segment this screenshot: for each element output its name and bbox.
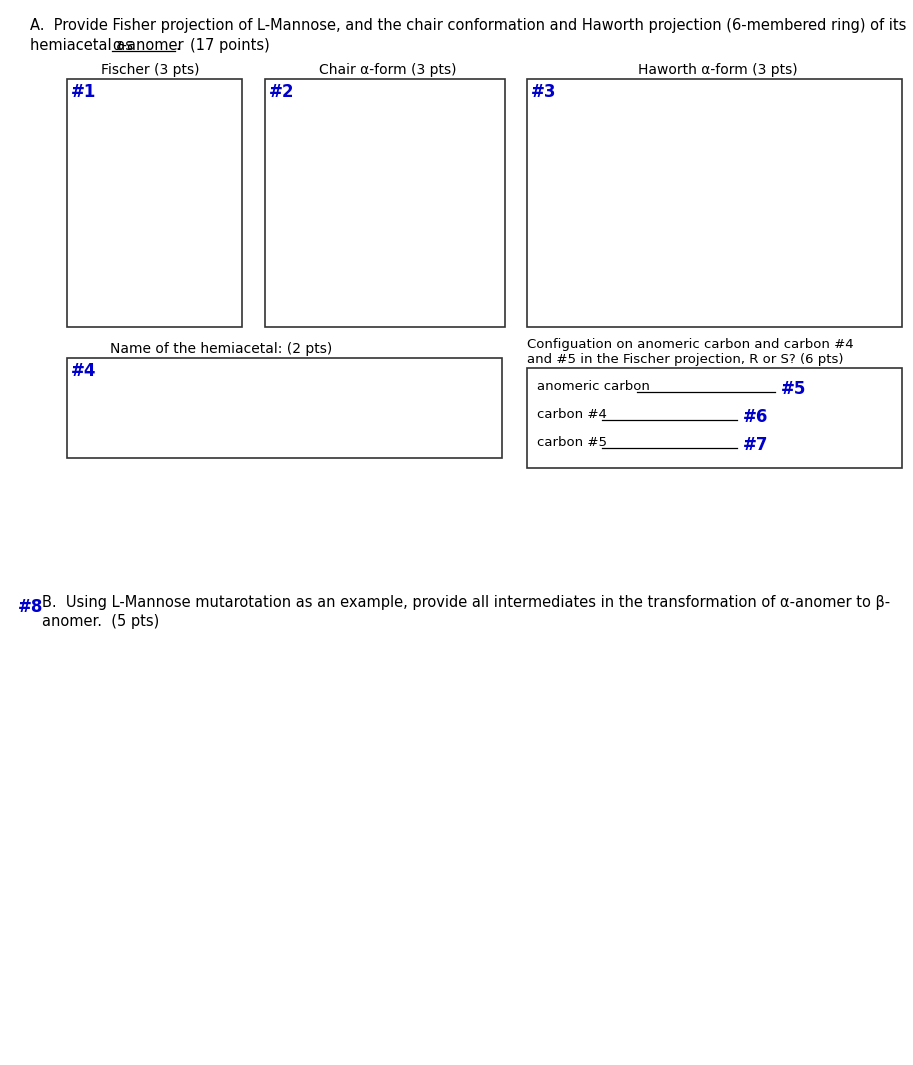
- Bar: [67, 358, 502, 458]
- Text: carbon #5: carbon #5: [537, 436, 607, 449]
- Text: Name of the hemiacetal: (2 pts): Name of the hemiacetal: (2 pts): [110, 342, 332, 356]
- Text: carbon #4: carbon #4: [537, 408, 607, 421]
- Text: Chair α-form (3 pts): Chair α-form (3 pts): [320, 63, 456, 77]
- Text: #6: #6: [743, 408, 769, 426]
- Text: #3: #3: [531, 83, 557, 101]
- Text: Configuation on anomeric carbon and carbon #4: Configuation on anomeric carbon and carb…: [527, 338, 854, 351]
- Text: Haworth α-form (3 pts): Haworth α-form (3 pts): [638, 63, 798, 77]
- Text: A.  Provide Fisher projection of L-Mannose, and the chair conformation and Hawor: A. Provide Fisher projection of L-Mannos…: [30, 18, 907, 33]
- Text: hemiacetal as: hemiacetal as: [30, 38, 138, 53]
- Text: B.  Using L-Mannose mutarotation as an example, provide all intermediates in the: B. Using L-Mannose mutarotation as an ex…: [42, 595, 890, 610]
- Text: #1: #1: [71, 83, 97, 101]
- Text: Fischer (3 pts): Fischer (3 pts): [100, 63, 199, 77]
- Text: #4: #4: [71, 362, 97, 380]
- Bar: [527, 79, 902, 327]
- Text: #8: #8: [18, 599, 44, 616]
- Text: #2: #2: [269, 83, 295, 101]
- Text: #5: #5: [781, 380, 806, 398]
- Bar: [265, 79, 505, 327]
- Text: and #5 in the Fischer projection, R or S? (6 pts): and #5 in the Fischer projection, R or S…: [527, 353, 844, 366]
- Text: α-anomer: α-anomer: [112, 38, 184, 53]
- Text: anomeric carbon: anomeric carbon: [537, 380, 650, 393]
- Text: .  (17 points): . (17 points): [176, 38, 269, 53]
- Text: anomer.  (5 pts): anomer. (5 pts): [42, 615, 159, 629]
- Text: #7: #7: [743, 436, 769, 454]
- Bar: [527, 368, 902, 468]
- Bar: [67, 79, 242, 327]
